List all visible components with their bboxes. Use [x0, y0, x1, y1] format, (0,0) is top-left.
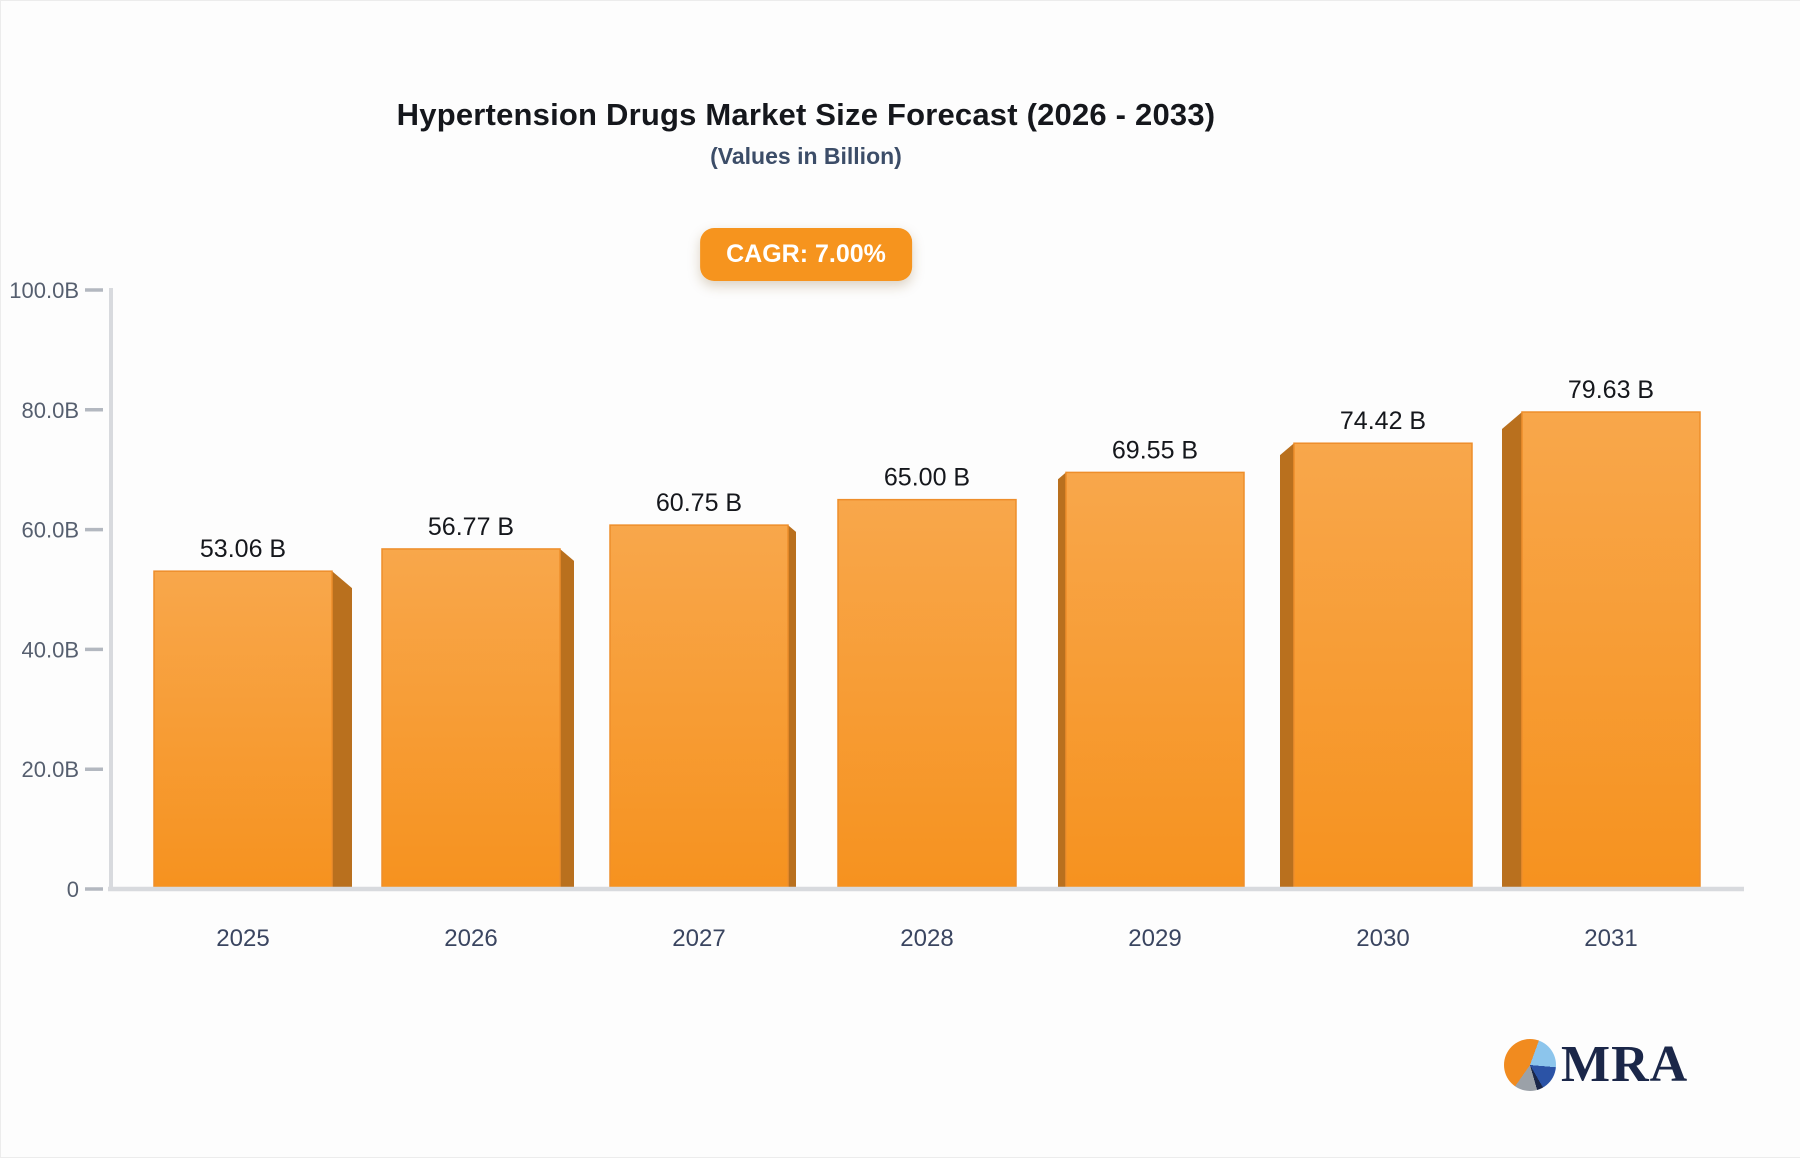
bar-2028 [837, 498, 1017, 890]
y-tick-label: 100.0B [9, 278, 79, 303]
bar-2027 [609, 524, 789, 890]
x-axis-label: 2025 [216, 925, 269, 952]
bar-value-label: 56.77 B [428, 513, 514, 541]
bar-side-2030 [1280, 443, 1294, 889]
bar-value-label: 65.00 B [884, 464, 970, 492]
bar-2026 [381, 548, 561, 890]
bar-2031 [1521, 411, 1701, 890]
bar-value-label: 69.55 B [1112, 436, 1198, 464]
y-tick-label: 80.0B [22, 398, 80, 423]
y-tick-label: 20.0B [22, 757, 80, 782]
x-axis-label: 2027 [672, 925, 725, 952]
bar-2025 [153, 570, 333, 890]
chart-subtitle: (Values in Billion) [710, 143, 902, 169]
bar-value-label: 79.63 B [1568, 376, 1654, 404]
logo-text: MRA [1561, 1036, 1689, 1093]
bar-side-2029 [1058, 472, 1066, 889]
x-axis-label: 2031 [1584, 925, 1637, 952]
bar-2029 [1065, 471, 1245, 890]
x-axis-label: 2029 [1128, 925, 1181, 952]
cagr-badge: CAGR: 7.00% [700, 228, 912, 281]
chart-header: Hypertension Drugs Market Size Forecast … [1, 97, 1611, 170]
bar-value-label: 74.42 B [1340, 407, 1426, 435]
bar-value-label: 53.06 B [200, 535, 286, 563]
y-tick-label: 60.0B [22, 518, 80, 543]
chart-title: Hypertension Drugs Market Size Forecast … [396, 97, 1216, 132]
x-axis-label: 2026 [444, 925, 497, 952]
bar-side-2027 [788, 525, 796, 889]
y-tick-label: 0 [67, 877, 79, 902]
x-axis-label: 2028 [900, 925, 953, 952]
bar-value-label: 60.75 B [656, 489, 742, 517]
bar-side-2026 [560, 548, 574, 889]
mra-logo: MRA [1504, 1039, 1688, 1091]
x-axis-label: 2030 [1356, 925, 1409, 952]
bar-side-2025 [332, 571, 352, 889]
pie-chart-icon [1504, 1039, 1556, 1091]
bar-side-2031 [1502, 412, 1522, 889]
y-tick-label: 40.0B [22, 637, 80, 662]
bar-2030 [1293, 442, 1473, 890]
